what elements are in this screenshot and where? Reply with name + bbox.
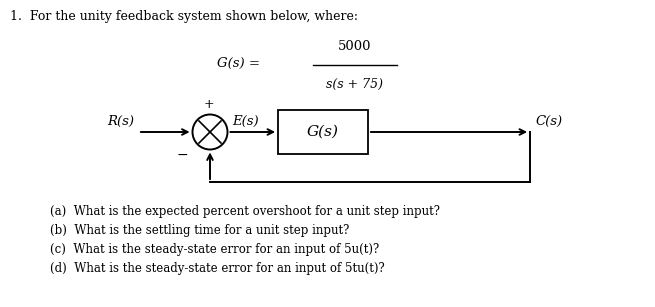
FancyBboxPatch shape [278, 110, 368, 154]
Text: (d)  What is the steady-state error for an input of 5tu(t)?: (d) What is the steady-state error for a… [50, 262, 384, 275]
Text: (c)  What is the steady-state error for an input of 5u(t)?: (c) What is the steady-state error for a… [50, 243, 379, 256]
Text: s(s + 75): s(s + 75) [326, 77, 383, 91]
Text: 1.  For the unity feedback system shown below, where:: 1. For the unity feedback system shown b… [10, 10, 358, 23]
Text: +: + [204, 99, 214, 111]
Text: C(s): C(s) [535, 115, 562, 128]
Text: R(s): R(s) [107, 115, 134, 128]
Text: E(s): E(s) [233, 115, 259, 128]
Text: (a)  What is the expected percent overshoot for a unit step input?: (a) What is the expected percent oversho… [50, 205, 440, 218]
Text: G(s) =: G(s) = [217, 56, 260, 69]
Text: 5000: 5000 [338, 40, 372, 52]
Text: G(s): G(s) [307, 125, 339, 139]
Text: (b)  What is the settling time for a unit step input?: (b) What is the settling time for a unit… [50, 224, 349, 237]
Text: −: − [177, 147, 189, 161]
